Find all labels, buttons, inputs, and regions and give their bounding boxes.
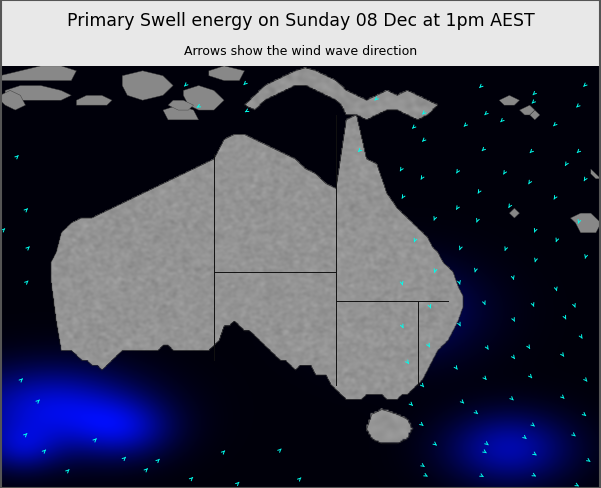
Text: Primary Swell energy on Sunday 08 Dec at 1pm AEST: Primary Swell energy on Sunday 08 Dec at… [67,12,534,30]
Polygon shape [0,66,76,81]
Polygon shape [570,213,601,233]
Polygon shape [5,85,72,100]
Polygon shape [199,21,219,41]
Polygon shape [209,66,245,81]
Text: Arrows show the wind wave direction: Arrows show the wind wave direction [184,45,417,58]
Polygon shape [0,90,25,110]
Polygon shape [529,110,540,120]
Polygon shape [591,169,601,179]
Polygon shape [163,105,199,120]
Polygon shape [509,208,519,218]
Polygon shape [183,85,224,110]
Polygon shape [519,105,535,115]
Polygon shape [76,95,112,105]
Polygon shape [168,100,194,110]
Polygon shape [499,95,519,105]
Polygon shape [122,71,173,100]
